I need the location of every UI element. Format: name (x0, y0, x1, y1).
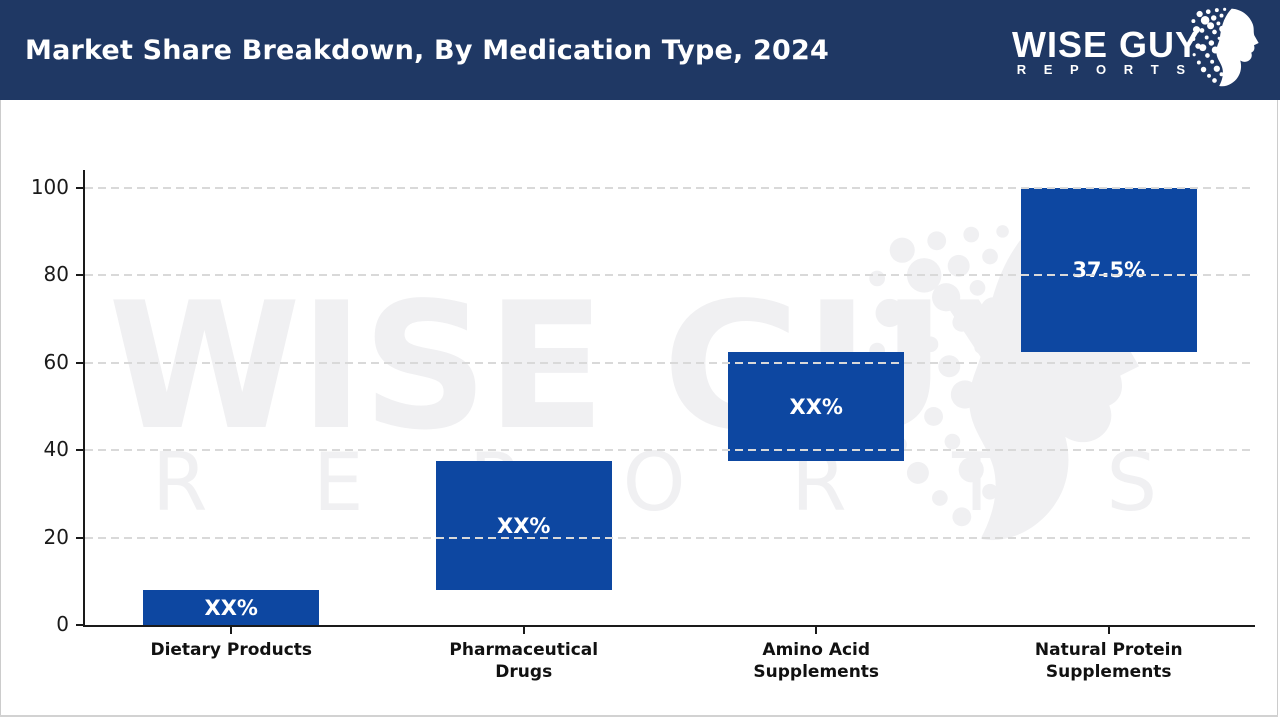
y-axis-spine (83, 170, 85, 627)
bar-pharmaceutical-drugs: XX% (435, 461, 612, 591)
y-tick-label-20: 20 (43, 524, 69, 549)
x-category-label: Natural Protein Supplements (1034, 640, 1183, 682)
x-category-label: Amino Acid Supplements (753, 640, 880, 682)
x-axis-spine (83, 625, 1255, 627)
watermark-brand-text: WISE GUY (108, 266, 1071, 469)
gridline-y20 (85, 536, 1255, 539)
logo-wordmark: WISE GUY (1011, 24, 1200, 65)
y-tick-label-100: 100 (30, 175, 69, 199)
bar-dietary-products: XX% (143, 590, 320, 625)
gridline-y60 (85, 361, 1255, 364)
y-tick-label-0: 0 (56, 612, 69, 636)
y-tick-20 (76, 536, 85, 539)
y-tick-label-40: 40 (43, 437, 69, 462)
bar-value-label: XX% (204, 595, 258, 620)
y-tick-label-60: 60 (43, 349, 69, 374)
page-border-left (0, 100, 1, 716)
gridline-y100 (85, 187, 1255, 189)
y-tick-40 (76, 449, 85, 452)
logo-dot-head-icon (1191, 7, 1259, 87)
page-border-right (1277, 100, 1278, 716)
bar-natural-protein-supplements: 37.5% (1020, 188, 1197, 352)
x-tick-3 (1107, 625, 1110, 634)
y-tick-60 (76, 361, 85, 364)
x-tick-1 (522, 625, 525, 634)
y-tick-0 (76, 624, 85, 626)
y-tick-100 (76, 187, 85, 189)
bar-value-label: XX% (789, 394, 843, 419)
bar-value-label: XX% (497, 513, 551, 538)
x-category-label: Pharmaceutical Drugs (449, 640, 599, 682)
gridline-y80 (85, 274, 1255, 277)
logo-subtext: R E P O R T S (1016, 62, 1192, 77)
chart-title: Market Share Breakdown, By Medication Ty… (25, 34, 830, 66)
bar-amino-acid-supplements: XX% (728, 351, 905, 462)
x-tick-0 (230, 625, 233, 634)
bar-value-label: 37.5% (1072, 257, 1146, 282)
x-tick-2 (815, 625, 818, 634)
header-bar: Market Share Breakdown, By Medication Ty… (0, 0, 1280, 100)
y-tick-label-80: 80 (43, 262, 69, 287)
y-tick-80 (76, 274, 85, 277)
brand-logo: WISE GUY R E P O R T S (1011, 0, 1270, 100)
gridline-y40 (85, 449, 1255, 452)
x-category-label: Dietary Products (150, 640, 313, 660)
page-border-bottom (0, 715, 1278, 717)
